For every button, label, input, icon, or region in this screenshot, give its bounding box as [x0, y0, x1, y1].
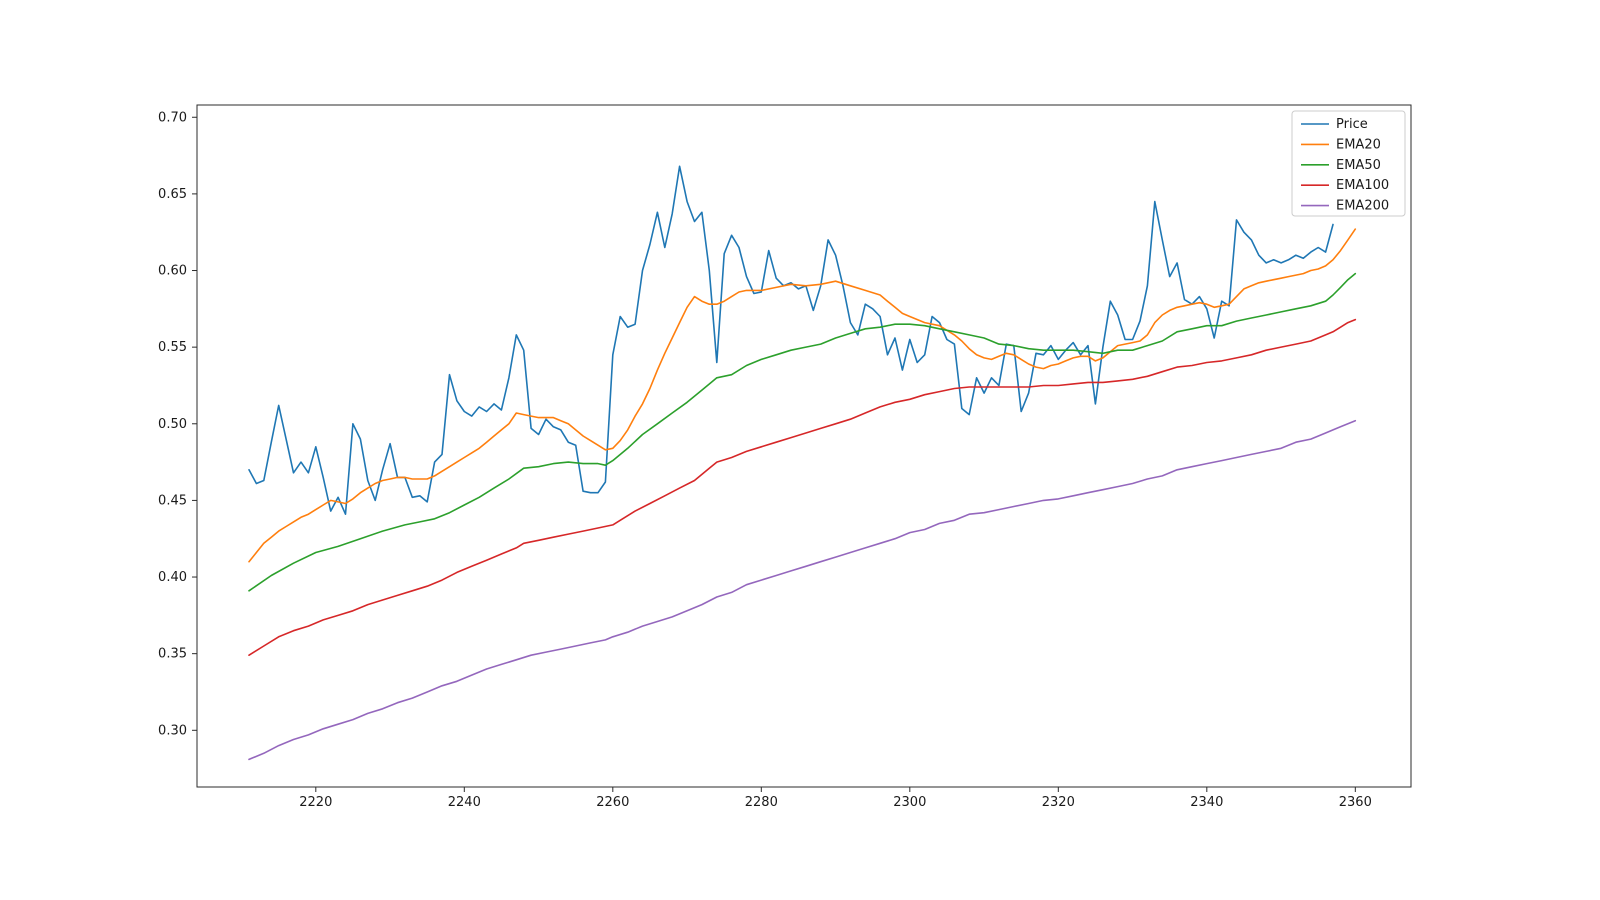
- legend-frame: [1291, 110, 1406, 217]
- x-tick-label: 2340: [1190, 795, 1223, 810]
- y-tick-label: 0.55: [158, 340, 187, 355]
- y-tick-label: 0.70: [158, 110, 187, 125]
- legend-label-ema20: EMA20: [1336, 137, 1381, 152]
- x-tick-label: 2300: [893, 795, 926, 810]
- y-tick-label: 0.30: [158, 723, 187, 738]
- series-line-ema100: [248, 318, 1357, 657]
- series-line-ema200: [248, 419, 1357, 761]
- legend-label-price: Price: [1336, 117, 1368, 132]
- y-tick-label: 0.45: [158, 493, 187, 508]
- legend-label-ema200: EMA200: [1336, 199, 1389, 214]
- legend: Price EMA20 EMA50 EMA100 EMA200: [1291, 110, 1406, 217]
- x-tick-label: 2240: [448, 795, 481, 810]
- legend-label-ema50: EMA50: [1336, 158, 1381, 173]
- series-line-ema50: [248, 272, 1357, 592]
- series-line-price: [248, 165, 1334, 516]
- x-tick-label: 2260: [596, 795, 629, 810]
- x-tick-label: 2280: [745, 795, 778, 810]
- y-tick-label: 0.65: [158, 187, 187, 202]
- series-line-ema20: [248, 228, 1357, 563]
- x-tick-label: 2320: [1042, 795, 1075, 810]
- x-tick-label: 2360: [1339, 795, 1372, 810]
- y-tick-label: 0.40: [158, 570, 187, 585]
- y-tick-label: 0.60: [158, 264, 187, 279]
- x-tick-label: 2220: [299, 795, 332, 810]
- legend-label-ema100: EMA100: [1336, 178, 1389, 193]
- y-tick-label: 0.50: [158, 417, 187, 432]
- y-tick-label: 0.35: [158, 647, 187, 662]
- axes-frame: [196, 104, 1412, 788]
